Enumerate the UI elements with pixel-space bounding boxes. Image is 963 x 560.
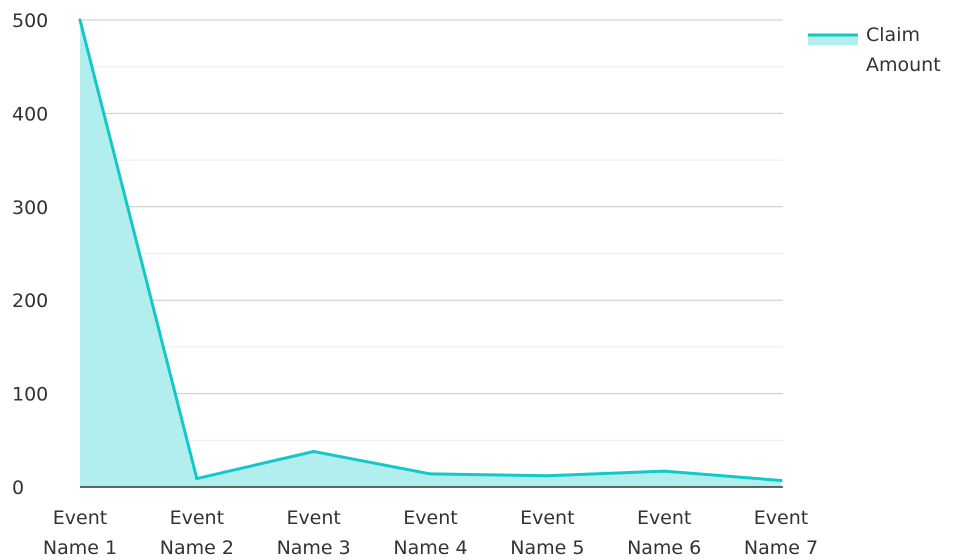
legend: Claim Amount (808, 24, 941, 76)
y-tick-label: 200 (12, 290, 48, 312)
y-tick-label: 100 (12, 384, 48, 406)
x-axis-tick-labels: Event Name 1 Event Name 2 Event Name 3 Event Na… (43, 507, 818, 559)
y-tick-label: 500 (12, 10, 48, 32)
data-point (779, 478, 783, 482)
x-tick-label: Event Name 1 (43, 507, 117, 559)
x-tick-label: Event Name 3 (277, 507, 351, 559)
x-tick-label: Event Name 2 (160, 507, 234, 559)
series-area (80, 20, 781, 487)
data-point (195, 477, 199, 481)
series-line (78, 18, 783, 482)
y-tick-label: 0 (12, 477, 24, 499)
legend-swatch-fill (808, 35, 858, 45)
data-point (662, 469, 666, 473)
x-tick-label: Event Name 4 (393, 507, 467, 559)
y-axis-tick-labels: 0 100 200 300 400 500 (12, 10, 48, 499)
x-tick-label: Event Name 7 (744, 507, 818, 559)
legend-label-line-1: Claim (866, 24, 920, 46)
y-tick-label: 400 (12, 103, 48, 125)
x-tick-label: Event Name 5 (510, 507, 584, 559)
data-point (545, 474, 549, 478)
legend-label-line-2: Amount (866, 54, 941, 76)
data-point (78, 18, 82, 22)
x-tick-label: Event Name 6 (627, 507, 701, 559)
y-tick-label: 300 (12, 197, 48, 219)
grid-lines (80, 19, 783, 441)
series-line-path (78, 18, 783, 482)
data-point (429, 472, 432, 476)
area-fill (80, 20, 781, 487)
data-point (312, 450, 316, 454)
